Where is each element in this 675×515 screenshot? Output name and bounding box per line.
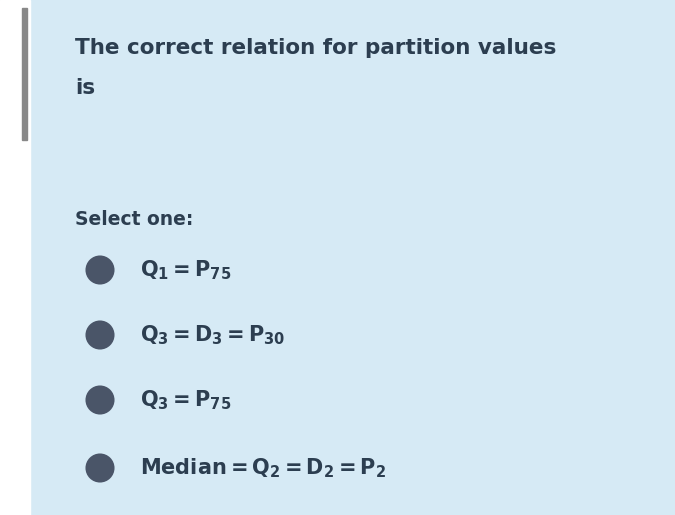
Circle shape	[87, 455, 113, 481]
Text: The correct relation for partition values: The correct relation for partition value…	[75, 38, 556, 58]
Circle shape	[87, 387, 113, 413]
Circle shape	[87, 322, 113, 348]
Bar	[0, 0, 30, 515]
Text: $\mathbf{Q_1 = P_{75}}$: $\mathbf{Q_1 = P_{75}}$	[140, 258, 232, 282]
Text: $\mathbf{Q_3 = P_{75}}$: $\mathbf{Q_3 = P_{75}}$	[140, 388, 232, 412]
Circle shape	[87, 257, 113, 283]
Text: $\mathbf{Q_3 = D_3 = P_{30}}$: $\mathbf{Q_3 = D_3 = P_{30}}$	[140, 323, 286, 347]
Bar	[22, 8, 27, 140]
Text: $\mathbf{Median = Q_2 = D_2 = P_2}$: $\mathbf{Median = Q_2 = D_2 = P_2}$	[140, 456, 386, 480]
Text: is: is	[75, 78, 95, 98]
Text: Select one:: Select one:	[75, 210, 193, 229]
